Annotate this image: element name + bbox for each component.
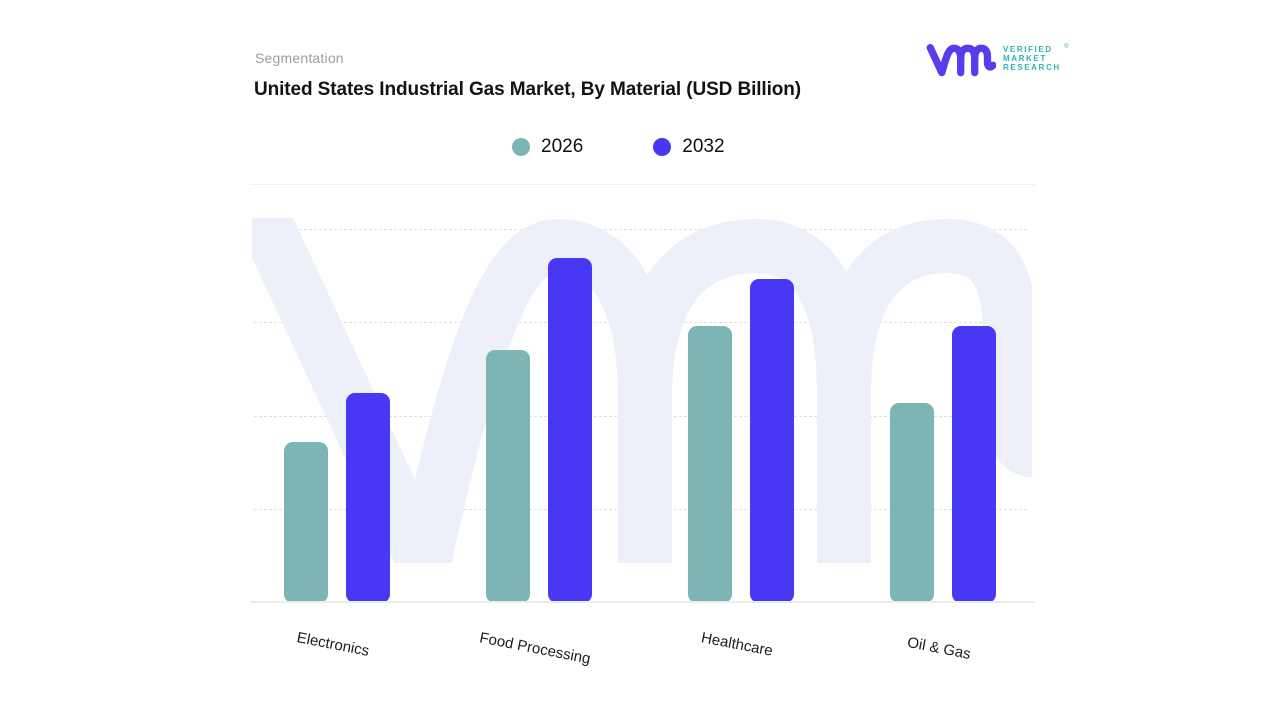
legend-dot-2026 — [512, 138, 530, 156]
legend-item-2032: 2032 — [653, 136, 725, 158]
vmr-logo: VERIFIED MARKET RESEARCH ® — [926, 38, 1069, 78]
bar-2026-electronics — [284, 442, 328, 603]
legend-item-2026: 2026 — [512, 136, 583, 158]
legend-label-2026: 2026 — [541, 136, 584, 157]
chart-title: United States Industrial Gas Market, By … — [254, 79, 802, 100]
x-axis-label-electronics: Electronics — [295, 629, 371, 660]
bar-2026-food-processing — [486, 350, 530, 603]
plot-area — [250, 184, 1035, 603]
vmr-logo-text: VERIFIED MARKET RESEARCH ® — [1003, 43, 1069, 72]
legend-label-2032: 2032 — [682, 136, 725, 157]
eyebrow-label: Segmentation — [255, 50, 344, 66]
header-divider — [250, 184, 1035, 185]
vmr-mark-strokes — [926, 44, 996, 77]
x-axis-label-food-processing: Food Processing — [478, 629, 592, 668]
watermark-strokes — [252, 218, 1032, 563]
vmr-logo-mark-icon — [926, 44, 996, 77]
bar-2032-healthcare — [750, 279, 794, 603]
bar-2026-oil-gas — [890, 403, 934, 603]
logo-line-research: RESEARCH — [1003, 62, 1061, 72]
x-axis-label-oil-gas: Oil & Gas — [905, 634, 973, 663]
bar-2032-food-processing — [548, 258, 592, 603]
bar-2032-electronics — [346, 393, 390, 603]
x-axis-labels: Electronics Food Processing Healthcare Oil … — [250, 629, 1035, 690]
registered-trademark-icon: ® — [1064, 43, 1069, 50]
vmr-watermark-icon — [252, 218, 1032, 563]
legend-dot-2032 — [653, 138, 672, 156]
legend: 2026 2032 — [512, 136, 725, 158]
bar-2032-oil-gas — [952, 326, 996, 603]
bar-2026-healthcare — [688, 326, 732, 603]
gridline-4 — [254, 229, 1027, 230]
x-axis-label-healthcare: Healthcare — [699, 629, 775, 660]
logo-line-verified: VERIFIED — [1003, 44, 1053, 54]
x-axis-baseline — [250, 601, 1035, 603]
logo-line-market: MARKET — [1003, 53, 1047, 63]
